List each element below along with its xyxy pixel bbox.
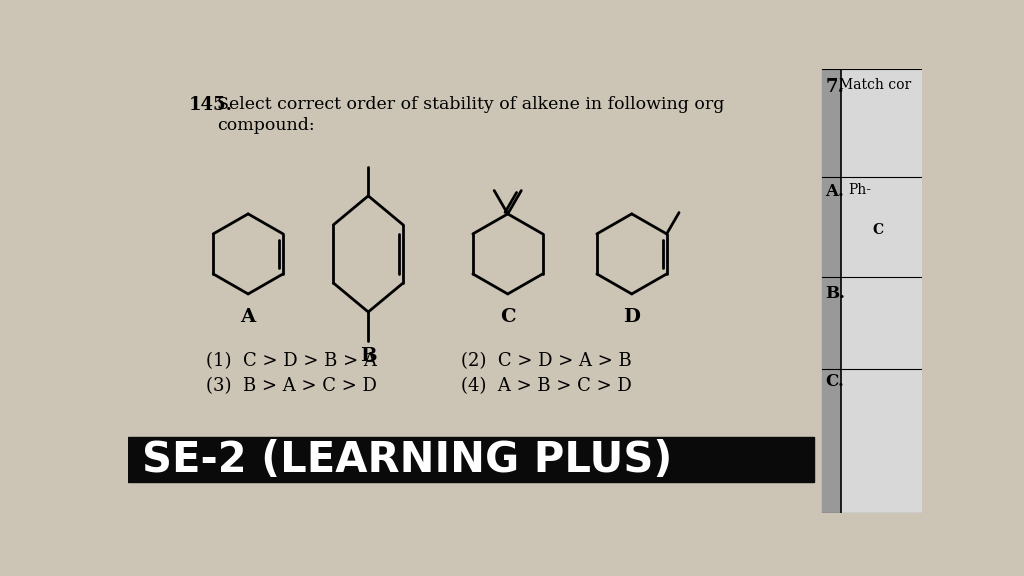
Text: B: B [360, 347, 377, 365]
Text: A: A [241, 308, 256, 326]
Text: Ph-: Ph- [849, 183, 871, 197]
Text: (1)  C > D > B > A: (1) C > D > B > A [206, 353, 377, 370]
Text: C.: C. [825, 373, 845, 391]
Bar [821, 69, 922, 513]
Text: B.: B. [825, 285, 846, 302]
Bar [128, 437, 814, 482]
Text: Match cor: Match cor [840, 78, 911, 92]
Text: (4)  A > B > C > D: (4) A > B > C > D [461, 377, 632, 395]
Text: (3)  B > A > C > D: (3) B > A > C > D [206, 377, 377, 395]
Text: (2)  C > D > A > B: (2) C > D > A > B [461, 353, 632, 370]
Text: C: C [500, 308, 515, 326]
Text: A.: A. [825, 183, 845, 200]
Text: Select correct order of stability of alkene in following org: Select correct order of stability of alk… [217, 96, 725, 113]
Text: D: D [624, 308, 640, 326]
Text: 7.: 7. [825, 78, 845, 96]
Bar [841, 69, 922, 513]
Text: compound:: compound: [217, 117, 314, 134]
Text: C: C [872, 223, 883, 237]
Text: SE-2 (LEARNING PLUS): SE-2 (LEARNING PLUS) [142, 438, 673, 480]
Text: 145.: 145. [188, 96, 232, 114]
